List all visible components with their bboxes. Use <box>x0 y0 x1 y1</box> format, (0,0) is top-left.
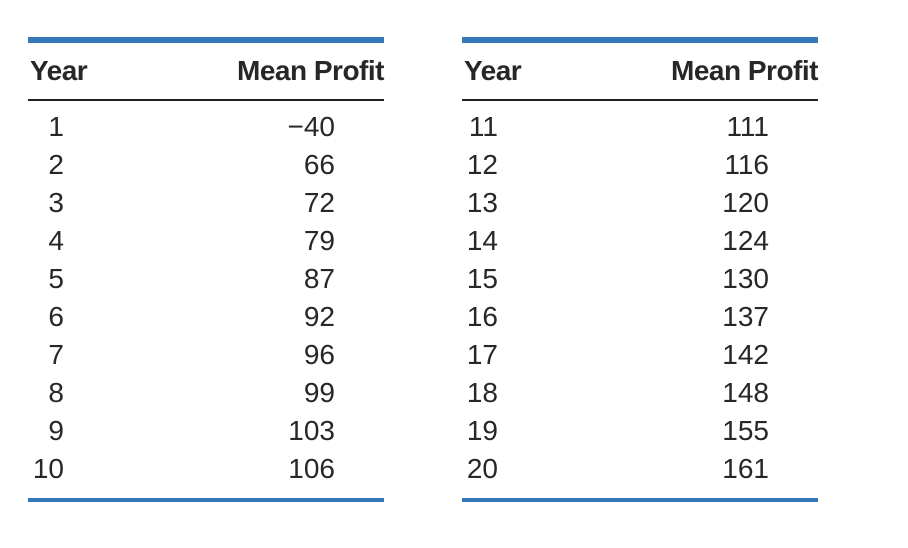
header-rule <box>462 99 818 101</box>
profit-cell: 92 <box>303 301 335 332</box>
tables-row: Year Mean Profit 1 −40 2 66 3 72 4 79 5 <box>28 37 818 502</box>
profit-cell: 99 <box>303 377 335 408</box>
year-cell: 3 <box>48 187 64 218</box>
table-row: 19 155 <box>462 412 818 450</box>
table-row: 2 66 <box>28 146 384 184</box>
profit-cell: 142 <box>722 339 769 370</box>
table-row: 12 116 <box>462 146 818 184</box>
table-row: 10 106 <box>28 450 384 488</box>
year-cell: 2 <box>48 149 64 180</box>
year-cell: 10 <box>32 453 64 484</box>
profit-cell: 155 <box>722 415 769 446</box>
profit-table-years-1-10: Year Mean Profit 1 −40 2 66 3 72 4 79 5 <box>28 37 384 502</box>
column-header-year: Year <box>30 55 88 86</box>
year-cell: 9 <box>48 415 64 446</box>
table-header-row: Year Mean Profit <box>28 43 384 99</box>
table-row: 13 120 <box>462 184 818 222</box>
table-bottom-rule <box>28 498 384 502</box>
year-cell: 12 <box>466 149 498 180</box>
table-body: 1 −40 2 66 3 72 4 79 5 87 6 92 <box>28 101 384 498</box>
table-row: 11 111 <box>462 108 818 146</box>
profit-table-years-11-20: Year Mean Profit 11 111 12 116 13 120 14… <box>462 37 818 502</box>
profit-cell: 130 <box>722 263 769 294</box>
table-bottom-rule <box>462 498 818 502</box>
profit-cell: 120 <box>722 187 769 218</box>
profit-cell: 116 <box>724 149 769 180</box>
table-row: 4 79 <box>28 222 384 260</box>
table-row: 8 99 <box>28 374 384 412</box>
profit-cell: −40 <box>287 111 336 142</box>
year-cell: 14 <box>466 225 498 256</box>
table-row: 9 103 <box>28 412 384 450</box>
column-header-year: Year <box>464 55 522 86</box>
table-body: 11 111 12 116 13 120 14 124 15 130 16 13… <box>462 101 818 498</box>
header-rule <box>28 99 384 101</box>
year-cell: 20 <box>466 453 498 484</box>
table-header-row: Year Mean Profit <box>462 43 818 99</box>
year-cell: 18 <box>466 377 498 408</box>
profit-cell: 66 <box>303 149 335 180</box>
profit-cell: 111 <box>726 111 769 142</box>
table-top-rule <box>28 37 384 43</box>
profit-cell: 87 <box>303 263 335 294</box>
profit-cell: 137 <box>722 301 769 332</box>
table-row: 17 142 <box>462 336 818 374</box>
table-row: 16 137 <box>462 298 818 336</box>
table-row: 1 −40 <box>28 108 384 146</box>
year-cell: 11 <box>468 111 498 142</box>
table-row: 20 161 <box>462 450 818 488</box>
year-cell: 19 <box>466 415 498 446</box>
table-row: 7 96 <box>28 336 384 374</box>
profit-cell: 96 <box>303 339 335 370</box>
column-header-mean-profit: Mean Profit <box>671 55 818 86</box>
table-row: 14 124 <box>462 222 818 260</box>
year-cell: 13 <box>466 187 498 218</box>
year-cell: 6 <box>48 301 64 332</box>
profit-cell: 72 <box>303 187 335 218</box>
table-row: 15 130 <box>462 260 818 298</box>
profit-cell: 106 <box>288 453 335 484</box>
year-cell: 5 <box>48 263 64 294</box>
profit-cell: 161 <box>722 453 769 484</box>
year-cell: 17 <box>466 339 498 370</box>
profit-cell: 148 <box>722 377 769 408</box>
year-cell: 4 <box>48 225 64 256</box>
table-row: 3 72 <box>28 184 384 222</box>
profit-cell: 79 <box>303 225 335 256</box>
year-cell: 1 <box>48 111 64 142</box>
year-cell: 15 <box>466 263 498 294</box>
column-header-mean-profit: Mean Profit <box>237 55 384 86</box>
table-row: 5 87 <box>28 260 384 298</box>
year-cell: 16 <box>466 301 498 332</box>
table-row: 6 92 <box>28 298 384 336</box>
table-top-rule <box>462 37 818 43</box>
table-row: 18 148 <box>462 374 818 412</box>
year-cell: 8 <box>48 377 64 408</box>
profit-cell: 103 <box>288 415 335 446</box>
profit-cell: 124 <box>722 225 769 256</box>
year-cell: 7 <box>48 339 64 370</box>
